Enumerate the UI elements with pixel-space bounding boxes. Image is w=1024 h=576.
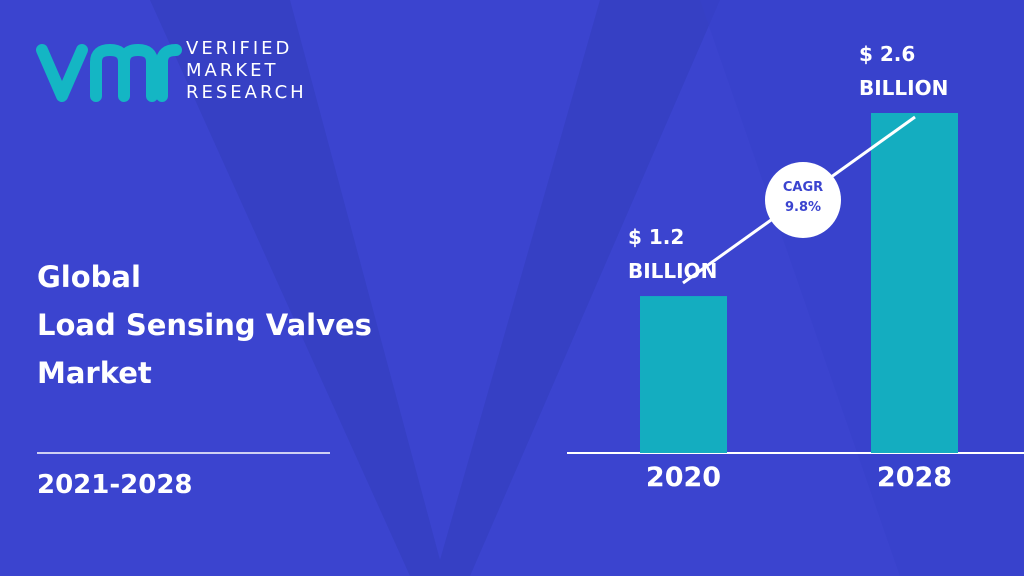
title-line: Load Sensing Valves [37, 308, 372, 342]
cagr-value: 9.8% [784, 200, 822, 215]
title-line: Market [37, 356, 152, 390]
title-line: Global [37, 260, 141, 294]
x-tick-label: 2020 [645, 462, 722, 493]
bar [871, 113, 958, 453]
subtitle: 2021-2028 [37, 470, 193, 500]
brand-text: VERIFIED [186, 38, 293, 59]
x-tick-label: 2028 [876, 462, 953, 493]
brand-text: MARKET [186, 60, 279, 81]
value-label: $ 1.2 BILLION [628, 225, 718, 284]
brand-text: RESEARCH [186, 82, 307, 103]
bar [640, 296, 727, 453]
background-v [150, 0, 720, 576]
value-label: $ 2.6 BILLION [859, 42, 949, 100]
cagr-badge [765, 162, 841, 238]
logo [36, 44, 182, 102]
cagr-label: CAGR [782, 180, 824, 195]
